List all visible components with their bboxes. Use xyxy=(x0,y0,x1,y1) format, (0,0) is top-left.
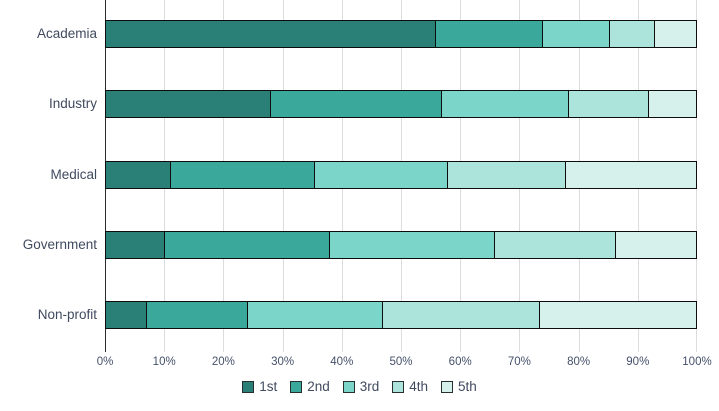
bar-medical xyxy=(105,161,697,189)
category-label: Government xyxy=(22,237,97,252)
bar-segment-1st xyxy=(106,162,171,188)
x-tick-label: 20% xyxy=(211,356,235,368)
x-tick-label: 30% xyxy=(271,356,295,368)
bar-segment-3rd xyxy=(442,91,570,117)
y-axis-category-labels: Academia Industry Medical Government Non-pro… xyxy=(0,0,97,352)
bar-academia xyxy=(105,20,697,48)
bar-segment-2nd xyxy=(165,232,331,258)
x-tick-label: 90% xyxy=(626,356,650,368)
bar-segment-3rd xyxy=(330,232,496,258)
legend-label: 1st xyxy=(259,379,278,394)
legend-item-3rd: 3rd xyxy=(342,379,380,394)
legend-item-4th: 4th xyxy=(392,379,428,394)
bar-segment-3rd xyxy=(247,302,384,328)
legend-label: 4th xyxy=(409,379,429,394)
bar-segment-5th xyxy=(616,232,696,258)
x-tick-label: 100% xyxy=(682,356,712,368)
bar-segment-2nd xyxy=(436,21,543,47)
x-axis-tick-labels: 0% 10% 20% 30% 40% 50% 60% 70% 80% 90% 100% xyxy=(97,356,712,372)
bar-segment-5th xyxy=(566,162,696,188)
legend-swatch-icon xyxy=(392,380,405,393)
x-tick-label: 0% xyxy=(96,356,114,368)
plot-area xyxy=(105,0,697,352)
bar-segment-3rd xyxy=(542,21,611,47)
bar-segment-1st xyxy=(106,21,437,47)
category-label: Industry xyxy=(48,96,97,111)
bar-segment-3rd xyxy=(315,162,449,188)
legend-item-1st: 1st xyxy=(242,379,277,394)
bar-segment-5th xyxy=(539,302,696,328)
bar-segment-5th xyxy=(654,21,696,47)
bar-government xyxy=(105,231,697,259)
bar-segment-1st xyxy=(106,91,272,117)
x-tick-label: 80% xyxy=(567,356,591,368)
bar-segment-4th xyxy=(448,162,567,188)
legend-swatch-icon xyxy=(290,380,303,393)
legend-swatch-icon xyxy=(441,380,454,393)
bar-segment-4th xyxy=(495,232,617,258)
bar-segment-4th xyxy=(383,302,540,328)
x-tick-label: 10% xyxy=(152,356,176,368)
bar-segment-4th xyxy=(610,21,655,47)
bar-non-profit xyxy=(105,301,697,329)
category-label: Non-profit xyxy=(37,307,97,322)
legend-swatch-icon xyxy=(242,380,255,393)
bar-segment-2nd xyxy=(147,302,248,328)
legend-item-2nd: 2nd xyxy=(290,379,330,394)
bar-segment-2nd xyxy=(271,91,443,117)
category-label: Academia xyxy=(36,26,97,41)
bar-segment-1st xyxy=(106,232,165,258)
category-label: Medical xyxy=(50,167,97,182)
legend-label: 3rd xyxy=(359,379,380,394)
legend-item-5th: 5th xyxy=(441,379,477,394)
bar-segment-4th xyxy=(569,91,649,117)
legend-label: 5th xyxy=(458,379,477,394)
x-tick-label: 50% xyxy=(389,356,413,368)
legend-swatch-icon xyxy=(342,380,355,393)
bar-segment-5th xyxy=(648,91,696,117)
bar-segment-1st xyxy=(106,302,148,328)
x-tick-label: 70% xyxy=(507,356,531,368)
legend-label: 2nd xyxy=(307,379,330,394)
x-tick-label: 40% xyxy=(330,356,354,368)
bar-segment-2nd xyxy=(170,162,316,188)
bar-industry xyxy=(105,90,697,118)
legend: 1st 2nd 3rd 4th 5th xyxy=(0,379,719,394)
x-tick-label: 60% xyxy=(448,356,472,368)
